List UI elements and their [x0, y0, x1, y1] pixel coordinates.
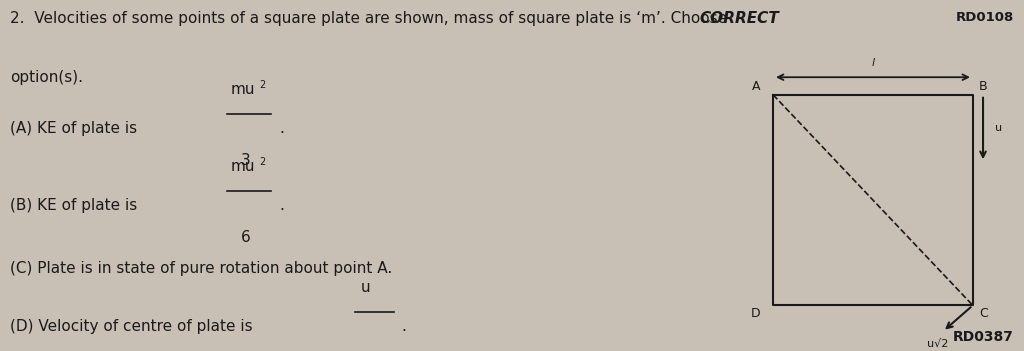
- Text: u: u: [360, 280, 371, 295]
- Text: mu: mu: [230, 81, 255, 97]
- Text: (D) Velocity of centre of plate is: (D) Velocity of centre of plate is: [10, 319, 253, 334]
- Text: C: C: [979, 307, 988, 320]
- Text: 2: 2: [259, 80, 265, 90]
- Text: u√2: u√2: [927, 338, 948, 349]
- Text: 3: 3: [241, 153, 251, 168]
- Text: (B) KE of plate is: (B) KE of plate is: [10, 198, 137, 213]
- Text: A: A: [753, 80, 761, 93]
- Text: 2: 2: [259, 157, 265, 167]
- Text: (A) KE of plate is: (A) KE of plate is: [10, 121, 137, 135]
- Text: RD0108: RD0108: [955, 11, 1014, 24]
- Text: (C) Plate is in state of pure rotation about point A.: (C) Plate is in state of pure rotation a…: [10, 261, 392, 276]
- Text: l: l: [871, 59, 874, 68]
- Text: .: .: [280, 198, 285, 213]
- Text: .: .: [280, 121, 285, 135]
- Text: D: D: [752, 307, 761, 320]
- Text: mu: mu: [230, 159, 255, 174]
- Text: u: u: [995, 124, 1002, 133]
- Text: 2.  Velocities of some points of a square plate are shown, mass of square plate : 2. Velocities of some points of a square…: [10, 11, 732, 26]
- Text: B: B: [979, 80, 987, 93]
- Text: 6: 6: [241, 230, 251, 245]
- Text: RD0387: RD0387: [953, 330, 1014, 344]
- Text: option(s).: option(s).: [10, 70, 83, 85]
- Text: .: .: [401, 319, 407, 334]
- Text: CORRECT: CORRECT: [699, 11, 779, 26]
